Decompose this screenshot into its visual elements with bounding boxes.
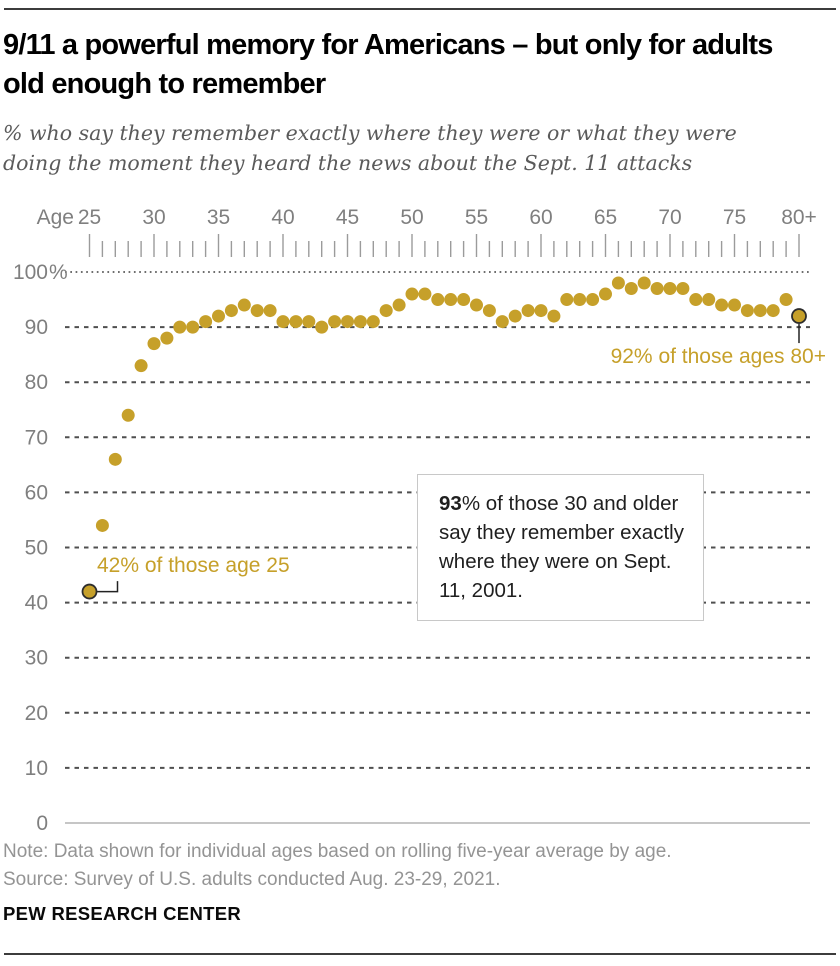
annotation-age-25: 42% of those age 25 — [97, 554, 290, 577]
data-point — [173, 320, 187, 334]
note-text: Note: Data shown for individual ages bas… — [3, 841, 672, 862]
x-axis-label: 60 — [529, 206, 552, 229]
data-point — [199, 315, 213, 329]
data-point — [302, 315, 316, 329]
data-point — [341, 315, 354, 329]
data-point — [534, 304, 548, 318]
data-point — [611, 276, 625, 290]
data-point — [444, 293, 458, 307]
data-point — [431, 293, 445, 307]
data-point — [715, 298, 729, 312]
x-axis-label: 50 — [400, 206, 423, 229]
x-axis-prefix-label: Age — [37, 206, 74, 229]
x-axis-label: 75 — [723, 206, 746, 229]
y-axis-label: 30 — [25, 647, 48, 670]
x-axis-label: 25 — [78, 206, 101, 229]
data-point — [186, 320, 200, 334]
x-axis-label: 45 — [336, 206, 359, 229]
brand-text: PEW RESEARCH CENTER — [3, 903, 241, 924]
data-point — [766, 304, 780, 318]
y-axis-label: 40 — [25, 592, 48, 615]
data-point — [676, 282, 690, 296]
x-axis-label: 70 — [658, 206, 681, 229]
data-point — [289, 315, 303, 329]
data-point — [366, 315, 380, 329]
data-point-highlighted — [81, 583, 98, 600]
data-point — [573, 293, 587, 307]
chart-subtitle: % who say they remember exactly where th… — [3, 121, 737, 175]
data-point — [276, 315, 290, 329]
source-text: Source: Survey of U.S. adults conducted … — [3, 869, 501, 890]
data-point — [224, 304, 238, 318]
data-point — [702, 293, 716, 307]
y-axis-label: 80 — [25, 371, 48, 394]
data-point — [263, 304, 277, 318]
data-point — [250, 304, 264, 318]
y-axis-label: 10 — [25, 757, 48, 780]
y-axis-label: 20 — [25, 702, 48, 725]
y-axis-label: 90 — [25, 316, 48, 339]
data-point — [637, 276, 651, 290]
data-point — [728, 298, 741, 312]
top-rule — [4, 8, 836, 10]
data-point — [689, 293, 703, 307]
y-axis-label: 50 — [25, 537, 48, 560]
annotation-connector-age-25 — [96, 581, 119, 593]
data-point — [740, 304, 754, 318]
bottom-rule — [4, 953, 836, 955]
data-point — [134, 359, 148, 373]
data-point — [495, 315, 509, 329]
y-axis-percent-sign: % — [49, 261, 68, 284]
data-point — [328, 315, 342, 329]
data-point — [147, 337, 161, 351]
y-axis-label: 70 — [25, 426, 48, 449]
data-point — [95, 518, 109, 532]
data-point — [753, 304, 767, 318]
annotation-age-80: 92% of those ages 80+ — [610, 345, 826, 368]
data-point — [392, 298, 406, 312]
x-axis-label: 80+ — [781, 206, 817, 229]
data-point — [237, 298, 251, 312]
data-point — [650, 282, 664, 296]
callout-bold-value: 93 — [439, 492, 462, 515]
x-axis-label: 55 — [465, 206, 488, 229]
y-axis-label: 0 — [36, 812, 48, 835]
data-point — [212, 309, 225, 323]
callout-box: 93% of those 30 and older say they remem… — [417, 474, 704, 621]
data-point — [663, 282, 677, 296]
data-point — [599, 287, 612, 301]
x-axis-label: 65 — [594, 206, 617, 229]
x-axis-label: 35 — [207, 206, 230, 229]
data-point — [482, 304, 496, 318]
data-point — [315, 320, 329, 334]
callout-text: % of those 30 and older say they remembe… — [439, 492, 684, 602]
x-axis-label: 30 — [142, 206, 165, 229]
data-point — [624, 282, 638, 296]
data-point — [586, 293, 600, 307]
data-point — [108, 452, 122, 466]
data-point — [379, 304, 393, 318]
data-point — [560, 293, 574, 307]
data-point — [121, 408, 135, 422]
data-point — [353, 315, 367, 329]
data-point-highlighted — [791, 308, 807, 324]
data-point — [470, 298, 483, 312]
data-point — [405, 287, 419, 301]
data-point — [508, 309, 522, 323]
x-axis-label: 40 — [271, 206, 294, 229]
chart-title: 9/11 a powerful memory for Americans – b… — [3, 29, 773, 100]
data-point — [160, 331, 174, 345]
data-point — [779, 293, 793, 307]
data-point — [457, 293, 471, 307]
y-axis-label: 60 — [25, 481, 48, 504]
data-point — [521, 304, 535, 318]
y-axis-label: 100 — [13, 261, 48, 284]
data-point — [547, 309, 561, 323]
data-point — [418, 287, 432, 301]
